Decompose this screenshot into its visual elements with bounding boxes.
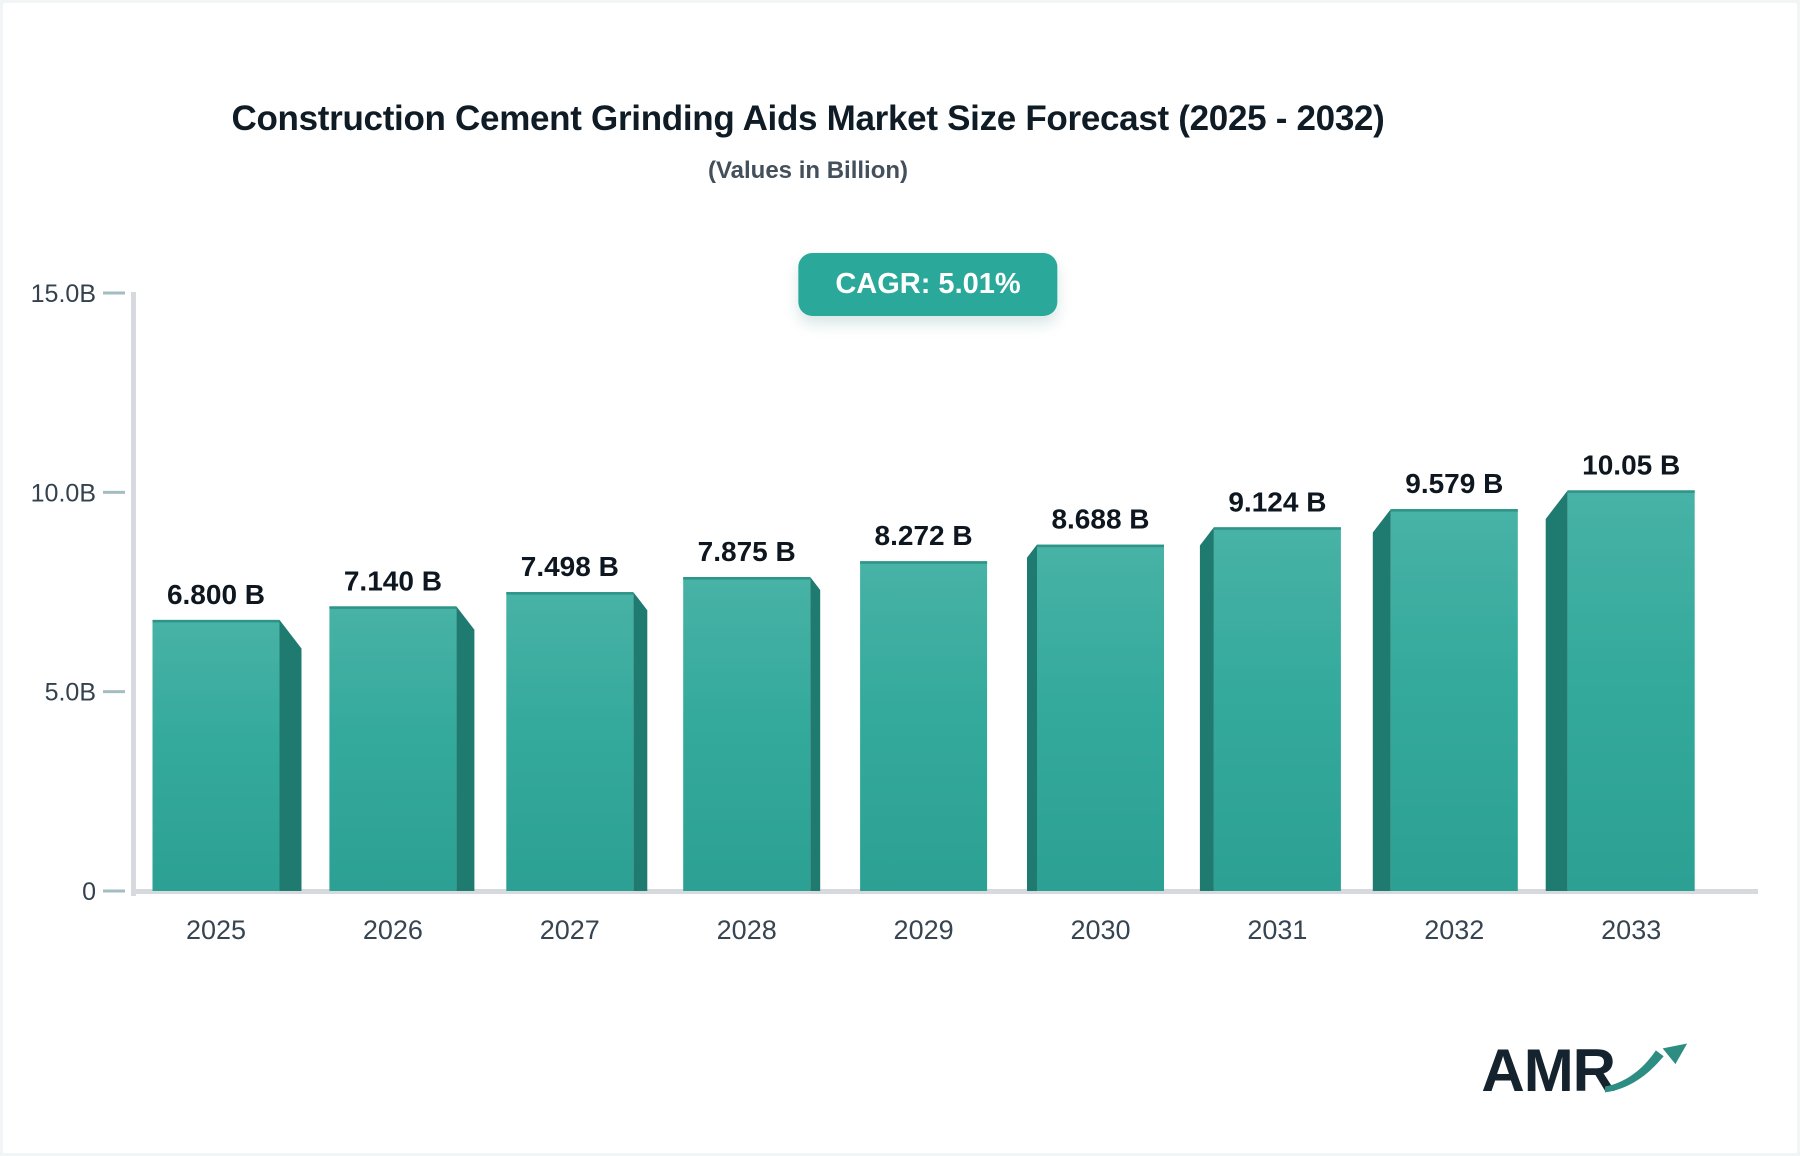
bar [1390,509,1518,891]
bar-top-edge [860,561,988,564]
cagr-badge: CAGR: 5.01% [798,253,1058,316]
bar-value-label: 8.688 B [1051,504,1149,535]
x-axis-category-label: 2028 [717,915,777,945]
x-axis-category-label: 2031 [1247,915,1307,945]
chart-svg: 0 5.0B 10.0B 15.0B 6.800 B 2025 7.140 B 2026 7.4… [31,280,1758,945]
bar-top-edge [683,577,811,580]
bar [1213,527,1341,891]
x-axis-category-label: 2030 [1070,915,1130,945]
y-axis-tick [103,889,125,893]
chart-title: Construction Cement Grinding Aids Market… [231,99,1385,138]
logo: AMR [1481,1035,1693,1101]
y-axis-tick [103,490,125,494]
bar-value-label: 8.272 B [875,520,973,551]
chart-subtitle: (Values in Billion) [707,157,909,184]
bar-top-edge [152,619,280,623]
bar-value-label: 10.05 B [1582,449,1680,480]
bar-value-label: 9.124 B [1228,486,1326,517]
bar-top-edge [1213,527,1341,530]
bar-side-face [279,619,302,891]
y-axis-tick-label: 10.0B [31,479,96,507]
x-axis-category-label: 2029 [894,915,954,945]
bar [1037,544,1164,891]
bar-value-label: 7.875 B [698,536,796,567]
logo-arrow-icon [1605,1043,1688,1093]
x-axis-category-label: 2026 [363,915,423,945]
bar-side-face [456,606,475,891]
bar-side-face [810,577,821,891]
bar [860,561,988,891]
x-axis-category-label: 2032 [1424,915,1484,945]
x-axis-line [131,889,1758,894]
bar-top-edge [506,592,634,595]
x-axis-category-label: 2025 [186,915,246,945]
bar [683,577,811,891]
bar-side-face [1372,509,1391,891]
bar-top-edge [1567,490,1695,493]
y-axis-tick [103,690,125,694]
x-axis-category-label: 2027 [540,915,600,945]
bar-side-face [1027,544,1037,891]
bar-top-edge [1390,509,1518,512]
bar-value-label: 7.498 B [521,551,619,582]
x-axis-category-label: 2033 [1601,915,1661,945]
logo-text: AMR [1481,1037,1616,1104]
bar [329,606,457,891]
bar-top-edge [1037,544,1164,548]
y-axis-line [131,292,136,896]
bar-value-label: 7.140 B [344,565,442,596]
bar-top-edge [329,606,457,609]
y-axis-tick-label: 0 [82,878,96,906]
y-axis-tick-label: 15.0B [31,280,96,308]
bar-side-face [1545,490,1568,891]
bar-value-label: 9.579 B [1405,468,1503,499]
bar [1567,490,1695,891]
bar-side-face [1199,527,1214,891]
bar [152,619,280,891]
y-axis-tick-label: 5.0B [45,679,96,707]
header: Construction Cement Grinding Aids Market… [3,99,1613,185]
y-axis-tick [103,291,125,295]
bar [506,592,634,891]
bar-side-face [633,592,648,891]
bar-value-label: 6.800 B [167,579,265,610]
